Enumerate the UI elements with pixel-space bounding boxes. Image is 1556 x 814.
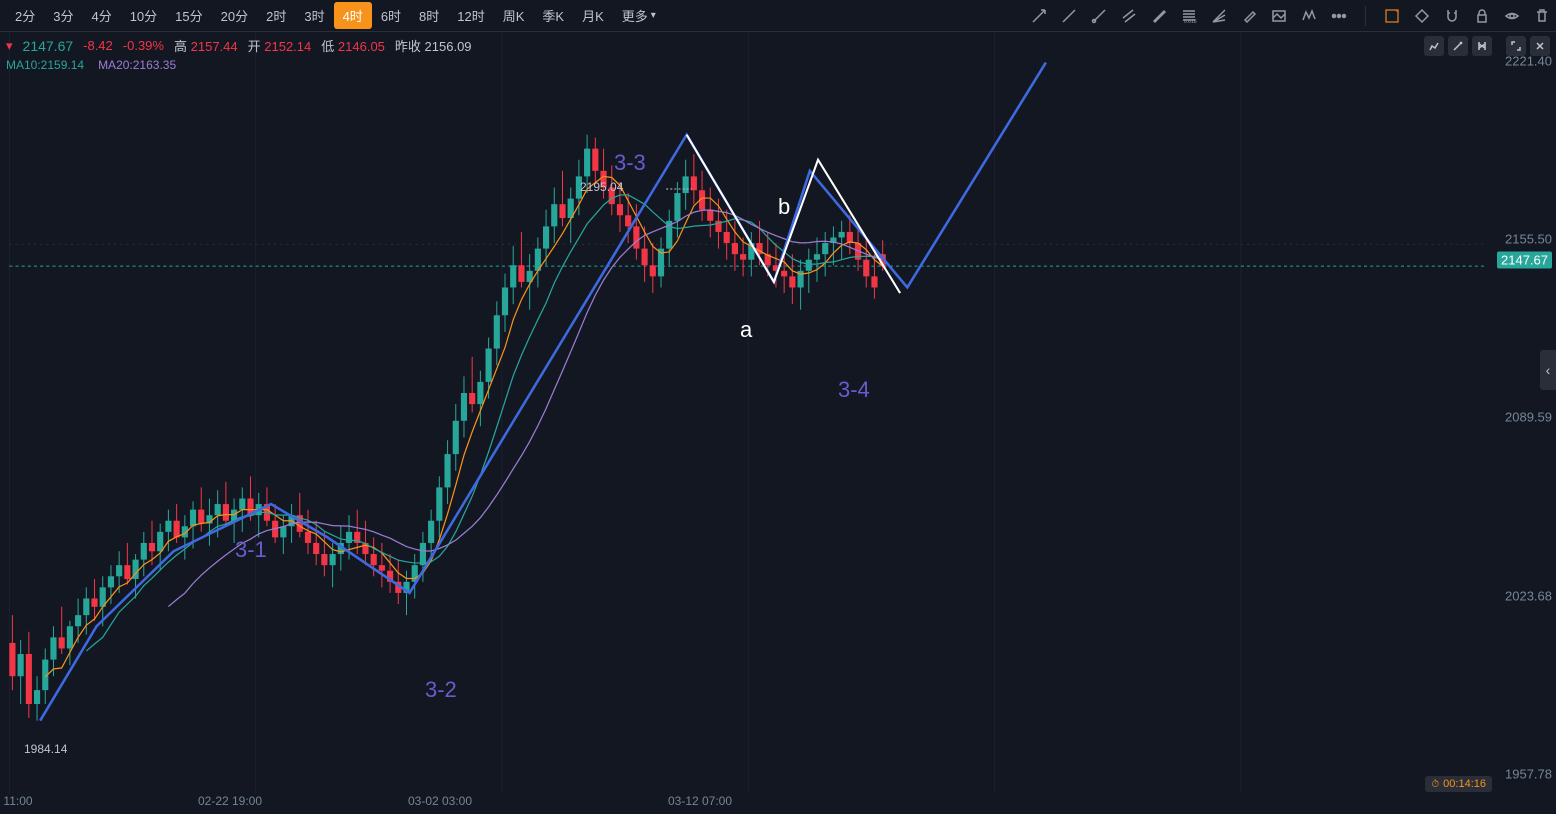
brush-tool-icon[interactable] xyxy=(1151,8,1167,24)
zigzag-tool-icon[interactable] xyxy=(1301,8,1317,24)
peak-low: 1984.14 xyxy=(24,742,67,756)
timeframe-8时[interactable]: 8时 xyxy=(410,2,448,29)
ma20-label: MA20:2163.35 xyxy=(98,58,176,72)
more-tools-icon[interactable] xyxy=(1331,8,1347,24)
top-toolbar: 2分3分4分10分15分20分2时3时4时6时8时12时周K季K月K更多 0.6… xyxy=(0,0,1556,32)
magnet-tool-icon[interactable] xyxy=(1444,8,1460,24)
drawing-tools: 0.618 xyxy=(1031,6,1550,26)
arrow-tool-icon[interactable] xyxy=(1031,8,1047,24)
timeframe-2时[interactable]: 2时 xyxy=(257,2,295,29)
x-tick: 11:00 xyxy=(3,794,32,808)
timeframe-2分[interactable]: 2分 xyxy=(6,2,44,29)
price-pct: -0.39% xyxy=(123,38,164,53)
timeframe-12时[interactable]: 12时 xyxy=(448,2,493,29)
edit-btn[interactable] xyxy=(1448,36,1468,56)
timeframe-月K[interactable]: 月K xyxy=(573,2,613,29)
fullscreen-btn[interactable] xyxy=(1506,36,1526,56)
chart-settings-buttons xyxy=(1424,36,1550,56)
x-tick: 03-02 03:00 xyxy=(408,794,472,808)
collapse-handle[interactable] xyxy=(1540,350,1556,390)
fan-tool-icon[interactable] xyxy=(1211,8,1227,24)
timeframe-6时[interactable]: 6时 xyxy=(372,2,410,29)
timeframe-group: 2分3分4分10分15分20分2时3时4时6时8时12时周K季K月K更多 xyxy=(6,2,665,29)
ray-tool-icon[interactable] xyxy=(1091,8,1107,24)
x-tick: 02-22 19:00 xyxy=(198,794,262,808)
x-axis: 11:00 02-22 19:00 03-02 03:00 03-12 07:00 xyxy=(0,794,1496,812)
svg-text:0.618: 0.618 xyxy=(1184,19,1197,24)
compare-btn[interactable] xyxy=(1472,36,1492,56)
trend-caret: ▾ xyxy=(6,38,13,54)
close-btn[interactable] xyxy=(1530,36,1550,56)
ma-display: MA10:2159.14 MA20:2163.35 xyxy=(6,58,176,72)
lock-tool-icon[interactable] xyxy=(1474,8,1490,24)
eraser-tool-icon[interactable] xyxy=(1241,8,1257,24)
peak-high: 2195.04 xyxy=(580,180,623,194)
x-tick: 03-12 07:00 xyxy=(668,794,732,808)
chart-area[interactable] xyxy=(0,32,1556,814)
countdown-timer: 00:14:16 xyxy=(1425,776,1492,792)
indicator-btn[interactable] xyxy=(1424,36,1444,56)
eye-tool-icon[interactable] xyxy=(1504,8,1520,24)
timeframe-3分[interactable]: 3分 xyxy=(44,2,82,29)
timeframe-10分[interactable]: 10分 xyxy=(121,2,166,29)
timeframe-20分[interactable]: 20分 xyxy=(212,2,257,29)
ohlc-display: ▾ 2147.67 -8.42 -0.39% 高 2157.44 开 2152.… xyxy=(6,36,472,55)
timeframe-4分[interactable]: 4分 xyxy=(82,2,120,29)
diamond-tool-icon[interactable] xyxy=(1414,8,1430,24)
timeframe-4时[interactable]: 4时 xyxy=(334,2,372,29)
image-tool-icon[interactable] xyxy=(1271,8,1287,24)
ma10-label: MA10:2159.14 xyxy=(6,58,84,72)
more-timeframes[interactable]: 更多 xyxy=(613,2,665,29)
timeframe-周K[interactable]: 周K xyxy=(494,2,534,29)
fib-tool-icon[interactable]: 0.618 xyxy=(1181,8,1197,24)
price-change: -8.42 xyxy=(83,38,113,53)
last-price: 2147.67 xyxy=(23,38,74,54)
timeframe-15分[interactable]: 15分 xyxy=(166,2,211,29)
timeframe-季K[interactable]: 季K xyxy=(533,2,573,29)
trendline-tool-icon[interactable] xyxy=(1061,8,1077,24)
channel-tool-icon[interactable] xyxy=(1121,8,1137,24)
trash-tool-icon[interactable] xyxy=(1534,8,1550,24)
note-tool-icon[interactable] xyxy=(1384,8,1400,24)
timeframe-3时[interactable]: 3时 xyxy=(295,2,333,29)
